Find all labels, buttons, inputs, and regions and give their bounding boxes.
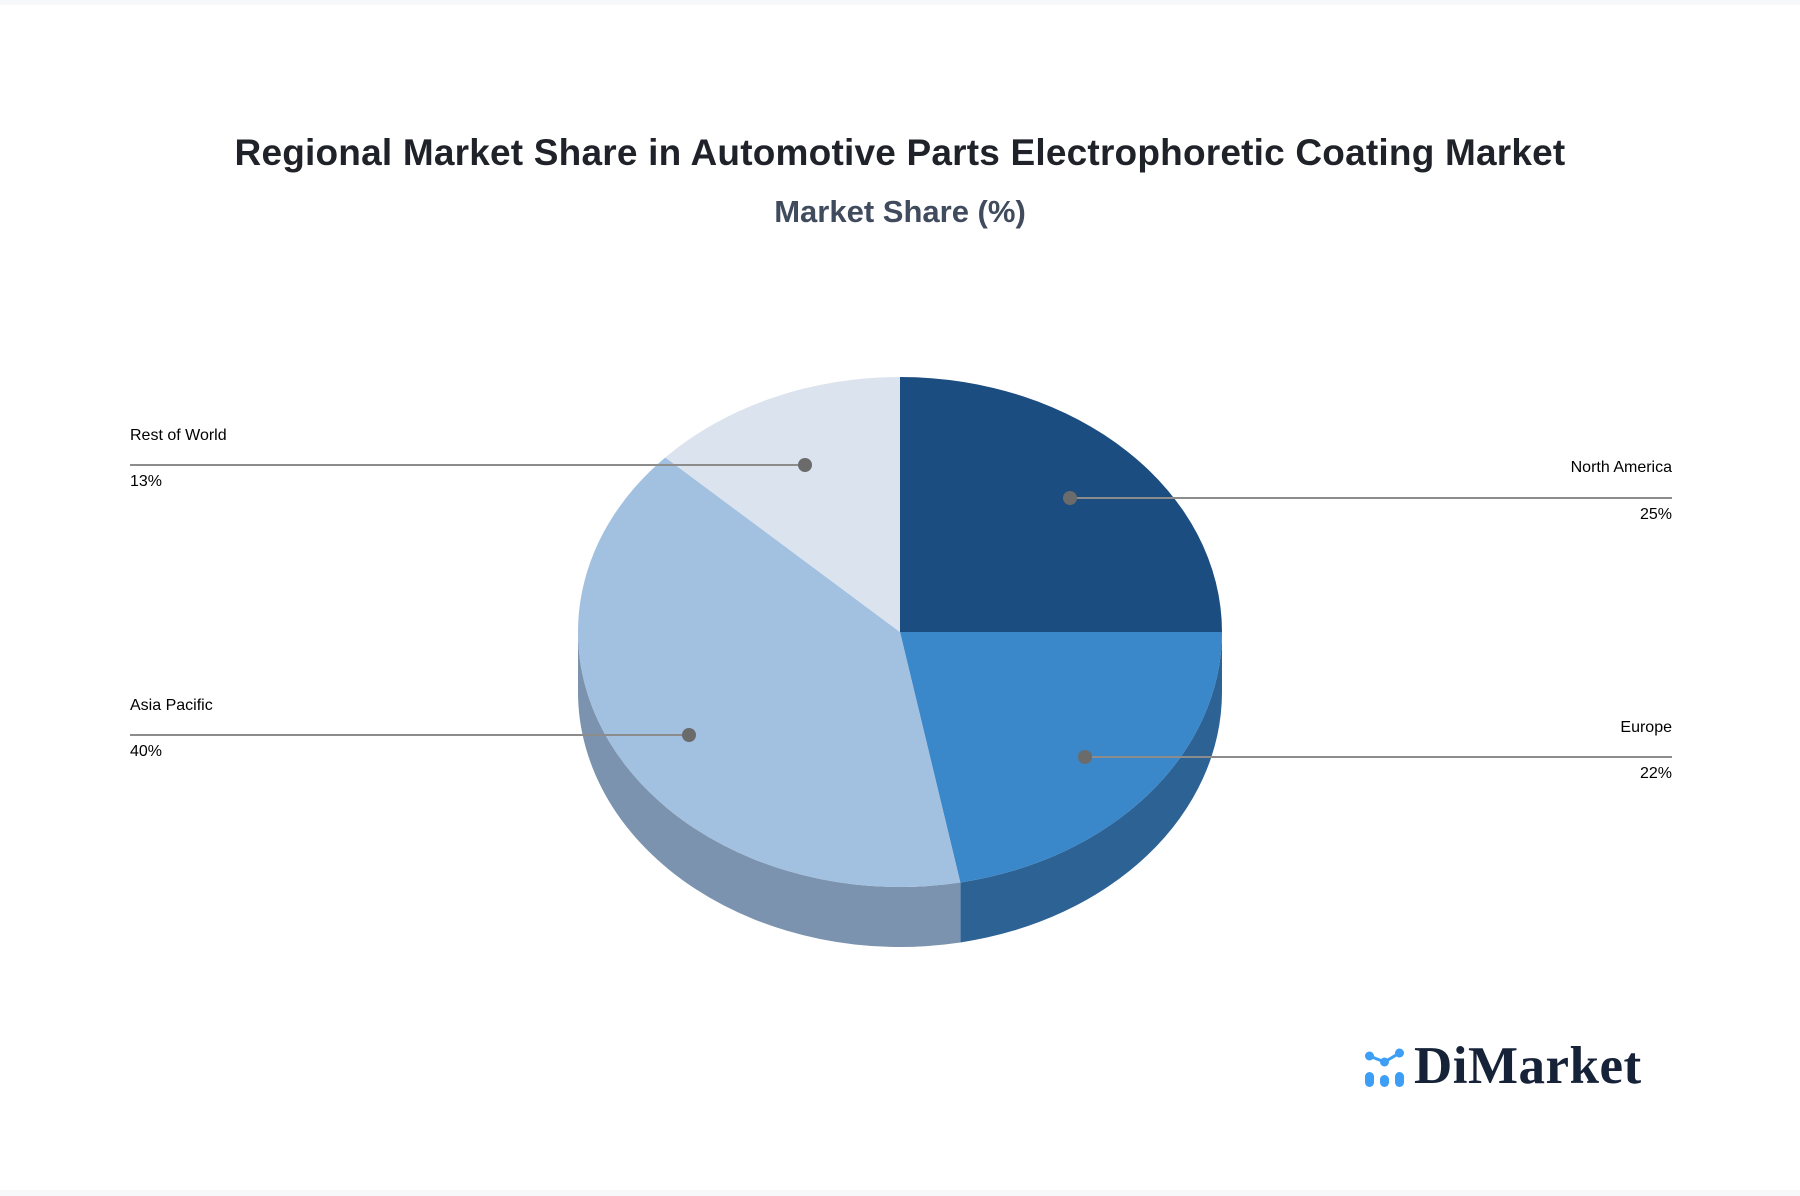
pie-slice-side-europe (960, 632, 1222, 943)
leader-dot-rest-of-world (798, 458, 812, 472)
slice-label-asia-pacific: Asia Pacific (130, 697, 213, 714)
pie-slice-rest-of-world (665, 377, 900, 632)
slice-value-north-america: 25% (1639, 506, 1672, 523)
pie-slice-north-america (900, 377, 1222, 632)
chart-subtitle: Market Share (%) (774, 194, 1026, 229)
slice-value-asia-pacific: 40% (130, 743, 163, 760)
leader-dot-europe (1078, 750, 1092, 764)
pie-slice-asia-pacific (577, 457, 961, 887)
leader-dot-north-america (1063, 491, 1077, 505)
brand-logo: DiMarket (1361, 1040, 1691, 1110)
bar-line-chart-icon (1365, 1048, 1404, 1087)
slice-value-europe: 22% (1639, 765, 1672, 782)
slice-label-rest-of-world: Rest of World (130, 427, 227, 444)
slice-label-north-america: North America (1570, 459, 1672, 476)
brand-name: DiMarket (1414, 1037, 1642, 1095)
pie-slice-side-asia-pacific (578, 632, 961, 947)
slice-value-rest-of-world: 13% (130, 473, 163, 490)
leader-dot-asia-pacific (682, 728, 696, 742)
slice-label-europe: Europe (1620, 719, 1672, 736)
page-edge-top (0, 0, 1800, 5)
pie-slice-europe (900, 632, 1222, 883)
chart-title: Regional Market Share in Automotive Part… (234, 132, 1566, 173)
page-edge-bottom (0, 1190, 1800, 1196)
